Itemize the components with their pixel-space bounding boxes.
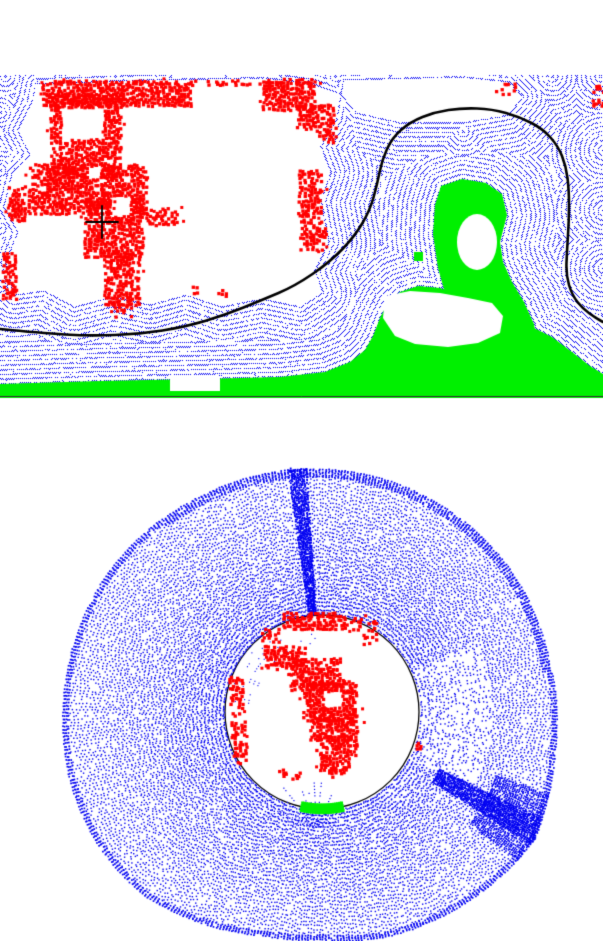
map-figure-canvas [0, 0, 603, 941]
figure [0, 0, 603, 941]
